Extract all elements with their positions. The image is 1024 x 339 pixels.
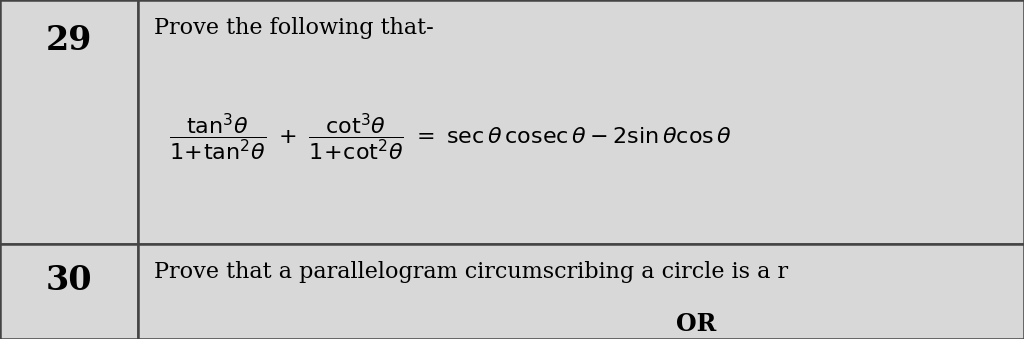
Text: Prove that a parallelogram circumscribing a circle is a r: Prove that a parallelogram circumscribin… [154,261,787,283]
Bar [138,244,1024,339]
Text: $\dfrac{\tan^3\!\theta}{1\!+\!\tan^2\!\theta}$$\ +\ $$\dfrac{\cot^3\!\theta}{1\!: $\dfrac{\tan^3\!\theta}{1\!+\!\tan^2\!\t… [169,111,732,163]
Bar [138,0,1024,244]
Text: OR: OR [676,312,717,336]
Text: 30: 30 [46,264,92,297]
Bar [0,0,138,244]
Text: Prove the following that-: Prove the following that- [154,17,433,39]
Bar [0,244,138,339]
Text: 29: 29 [46,24,92,57]
